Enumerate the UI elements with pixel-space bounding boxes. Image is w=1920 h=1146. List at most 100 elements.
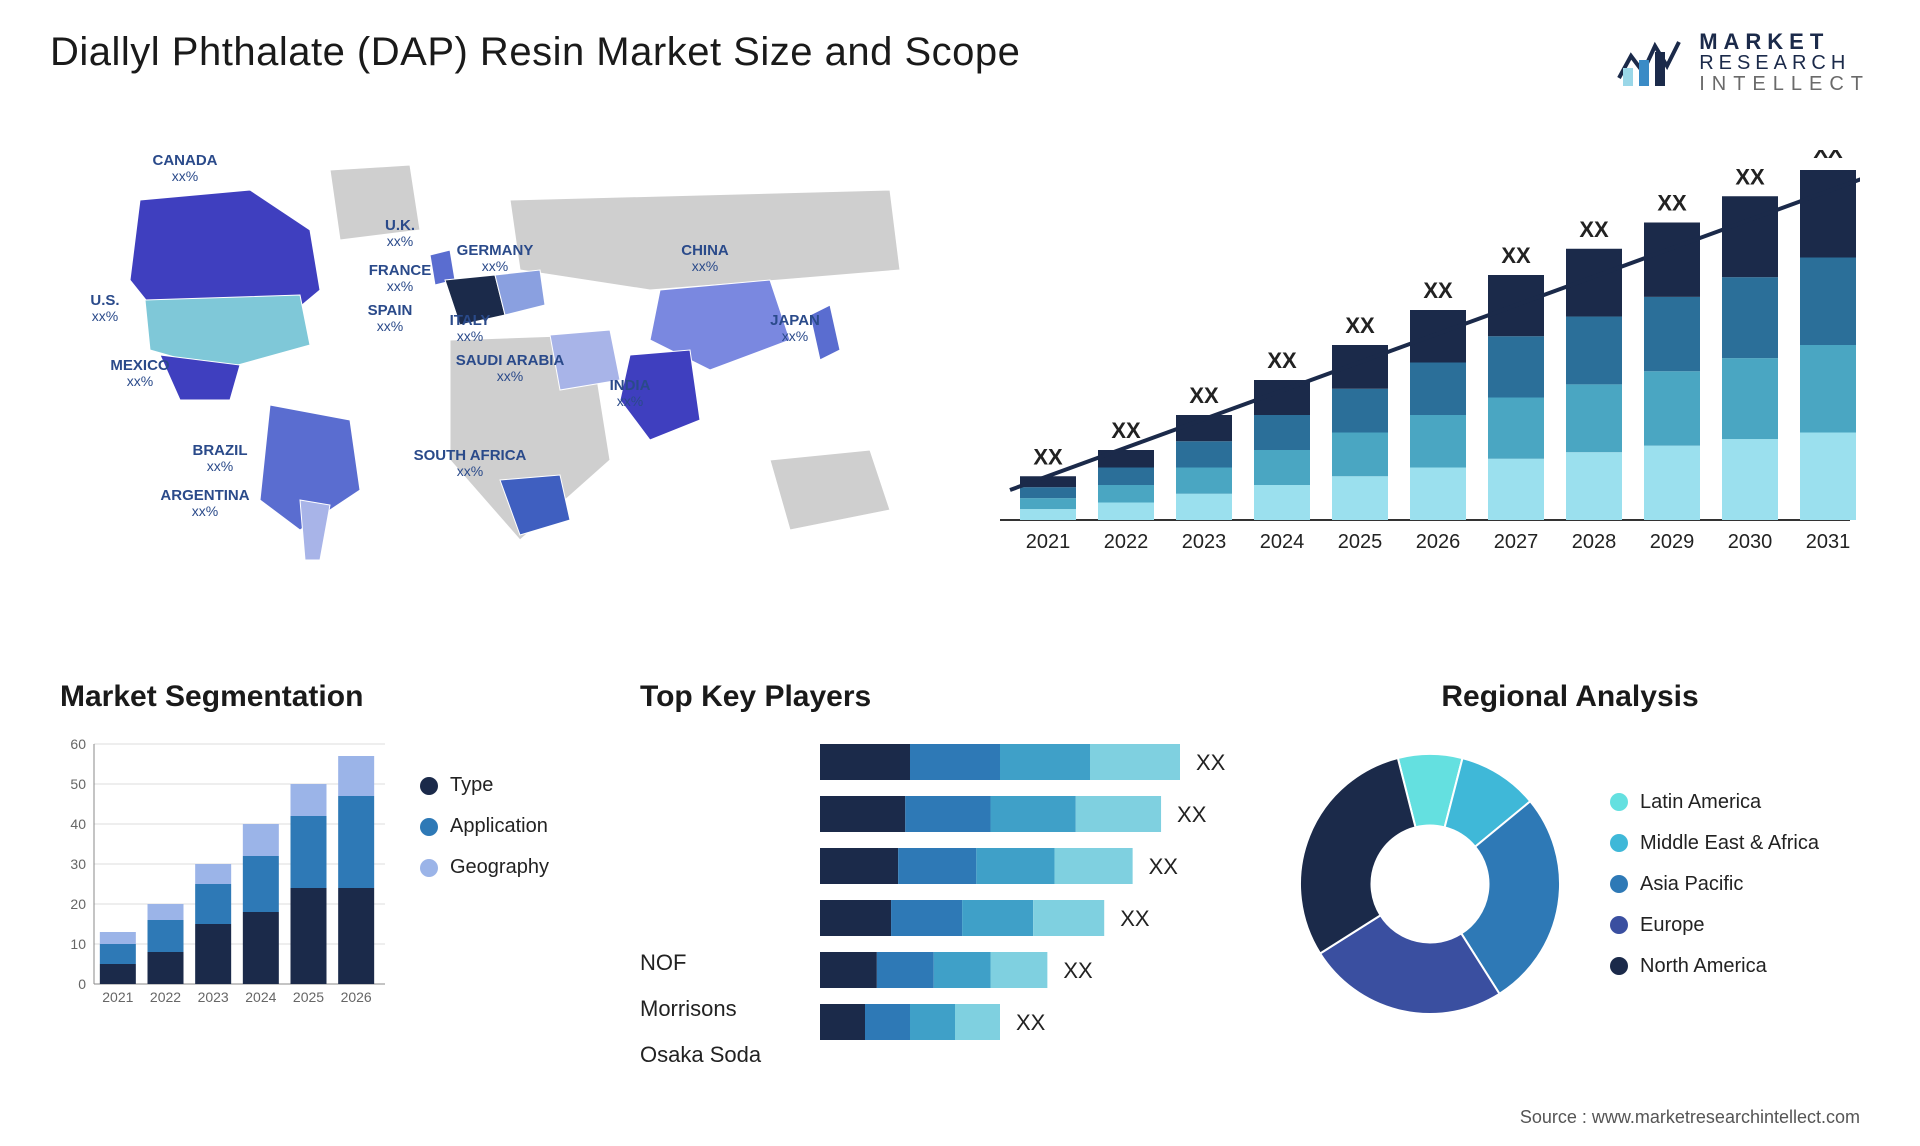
legend-label: Geography (450, 856, 549, 879)
svg-text:FRANCE: FRANCE (369, 262, 432, 279)
svg-text:xx%: xx% (692, 258, 718, 274)
legend-item: Type (420, 774, 549, 797)
legend-label: North America (1640, 955, 1767, 978)
svg-text:XX: XX (1423, 278, 1453, 303)
svg-text:SOUTH AFRICA: SOUTH AFRICA (414, 447, 527, 464)
header: Diallyl Phthalate (DAP) Resin Market Siz… (50, 30, 1870, 95)
svg-text:JAPAN: JAPAN (770, 312, 820, 329)
svg-text:xx%: xx% (207, 458, 233, 474)
brand-logo: MARKET RESEARCH INTELLECT (1617, 30, 1870, 95)
legend-item: Geography (420, 856, 549, 879)
svg-text:2027: 2027 (1494, 531, 1539, 553)
svg-text:XX: XX (1189, 383, 1219, 408)
svg-text:XX: XX (1735, 164, 1765, 189)
svg-text:U.K.: U.K. (385, 217, 415, 234)
logo-line-1: MARKET (1699, 30, 1870, 53)
legend-item: Middle East & Africa (1610, 832, 1819, 855)
svg-text:2022: 2022 (1104, 531, 1149, 553)
svg-text:CANADA: CANADA (153, 152, 218, 169)
players-title: Top Key Players (640, 680, 1260, 714)
svg-text:2029: 2029 (1650, 531, 1695, 553)
legend-dot-icon (1610, 793, 1628, 811)
svg-text:XX: XX (1149, 854, 1179, 879)
players-names: NOF Morrisons Osaka Soda (640, 744, 800, 1074)
legend-label: Latin America (1640, 791, 1761, 814)
svg-text:2028: 2028 (1572, 531, 1617, 553)
growth-chart: 2021XX2022XX2023XX2024XX2025XX2026XX2027… (980, 150, 1860, 570)
svg-text:30: 30 (70, 856, 86, 872)
svg-text:XX: XX (1196, 750, 1226, 775)
svg-text:2030: 2030 (1728, 531, 1773, 553)
world-map: CANADAxx%U.S.xx%MEXICOxx%BRAZILxx%ARGENT… (50, 140, 930, 560)
svg-text:XX: XX (1813, 150, 1843, 163)
svg-text:2023: 2023 (1182, 531, 1227, 553)
svg-text:2026: 2026 (341, 989, 372, 1005)
svg-text:2026: 2026 (1416, 531, 1461, 553)
svg-text:XX: XX (1033, 444, 1063, 469)
players-panel: Top Key Players NOF Morrisons Osaka Soda X… (640, 680, 1260, 1074)
svg-text:XX: XX (1120, 906, 1150, 931)
legend-label: Europe (1640, 914, 1705, 937)
svg-text:40: 40 (70, 816, 86, 832)
svg-text:BRAZIL: BRAZIL (193, 442, 248, 459)
page-title: Diallyl Phthalate (DAP) Resin Market Siz… (50, 30, 1020, 75)
source-line: Source : www.marketresearchintellect.com (1520, 1107, 1860, 1128)
legend-label: Asia Pacific (1640, 873, 1743, 896)
svg-text:ARGENTINA: ARGENTINA (160, 487, 249, 504)
svg-text:2025: 2025 (293, 989, 324, 1005)
player-name: Osaka Soda (640, 1042, 800, 1068)
svg-text:2024: 2024 (245, 989, 276, 1005)
segmentation-panel: Market Segmentation 01020304050602021202… (60, 680, 620, 1014)
svg-text:MEXICO: MEXICO (110, 357, 170, 374)
svg-text:2031: 2031 (1806, 531, 1851, 553)
svg-text:xx%: xx% (387, 233, 413, 249)
svg-text:XX: XX (1111, 418, 1141, 443)
svg-text:2025: 2025 (1338, 531, 1383, 553)
regional-title: Regional Analysis (1280, 680, 1860, 714)
svg-text:50: 50 (70, 776, 86, 792)
svg-text:10: 10 (70, 936, 86, 952)
legend-dot-icon (1610, 834, 1628, 852)
svg-text:0: 0 (78, 976, 86, 992)
legend-dot-icon (420, 818, 438, 836)
legend-dot-icon (1610, 875, 1628, 893)
svg-text:xx%: xx% (782, 328, 808, 344)
logo-line-2: RESEARCH (1699, 53, 1870, 74)
svg-text:XX: XX (1579, 217, 1609, 242)
legend-label: Middle East & Africa (1640, 832, 1819, 855)
svg-text:XX: XX (1345, 313, 1375, 338)
svg-text:xx%: xx% (457, 328, 483, 344)
regional-legend: Latin America Middle East & Africa Asia Pa… (1610, 791, 1819, 978)
legend-label: Type (450, 774, 493, 797)
svg-text:xx%: xx% (127, 373, 153, 389)
legend-dot-icon (420, 859, 438, 877)
legend-item: North America (1610, 955, 1819, 978)
svg-text:U.S.: U.S. (90, 292, 119, 309)
regional-panel: Regional Analysis Latin America Middle Ea… (1280, 680, 1860, 1034)
svg-text:XX: XX (1177, 802, 1207, 827)
svg-text:2024: 2024 (1260, 531, 1305, 553)
svg-text:xx%: xx% (387, 278, 413, 294)
svg-text:XX: XX (1657, 191, 1687, 216)
logo-line-3: INTELLECT (1699, 74, 1870, 95)
player-name: Morrisons (640, 996, 800, 1022)
regional-donut (1280, 734, 1580, 1034)
svg-text:60: 60 (70, 736, 86, 752)
legend-item: Latin America (1610, 791, 1819, 814)
svg-text:2023: 2023 (198, 989, 229, 1005)
player-name: NOF (640, 950, 800, 976)
svg-text:20: 20 (70, 896, 86, 912)
legend-item: Europe (1610, 914, 1819, 937)
svg-text:xx%: xx% (92, 308, 118, 324)
svg-text:xx%: xx% (457, 463, 483, 479)
players-chart: XXXXXXXXXXXX (820, 744, 1250, 1074)
svg-text:XX: XX (1267, 348, 1297, 373)
legend-item: Asia Pacific (1610, 873, 1819, 896)
svg-text:xx%: xx% (172, 168, 198, 184)
svg-text:CHINA: CHINA (681, 242, 729, 259)
svg-text:XX: XX (1501, 243, 1531, 268)
svg-text:xx%: xx% (497, 368, 523, 384)
legend-dot-icon (1610, 957, 1628, 975)
svg-text:xx%: xx% (617, 393, 643, 409)
segmentation-chart: 0102030405060202120222023202420252026 (60, 734, 390, 1014)
